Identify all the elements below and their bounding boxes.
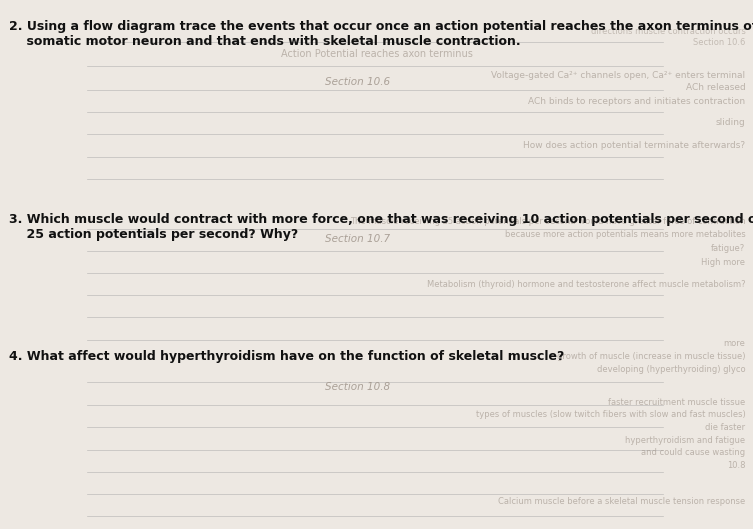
Text: die faster: die faster: [706, 423, 745, 432]
Text: 3. Which muscle would contract with more force, one that was receiving 10 action: 3. Which muscle would contract with more…: [9, 213, 753, 241]
Text: 2. Using a flow diagram trace the events that occur once an action potential rea: 2. Using a flow diagram trace the events…: [9, 20, 753, 48]
Text: Section 10.6: Section 10.6: [693, 38, 745, 47]
Text: ACh released: ACh released: [686, 83, 745, 93]
Text: 4. What affect would hyperthyroidism have on the function of skeletal muscle?: 4. What affect would hyperthyroidism hav…: [9, 350, 565, 363]
Text: sliding: sliding: [715, 118, 745, 127]
Text: types of muscles (slow twitch fibers with slow and fast muscles): types of muscles (slow twitch fibers wit…: [476, 410, 745, 419]
Text: and could cause wasting: and could cause wasting: [642, 448, 745, 458]
Text: faster recruitment muscle tissue: faster recruitment muscle tissue: [608, 397, 745, 407]
Text: High more: High more: [702, 258, 745, 267]
Text: directions muscle contraction occurs: directions muscle contraction occurs: [590, 27, 745, 37]
Text: growth of muscle (increase in muscle tissue): growth of muscle (increase in muscle tis…: [557, 352, 745, 361]
Text: Section 10.8: Section 10.8: [325, 382, 390, 392]
Text: developing (hyperthyroiding) glyco: developing (hyperthyroiding) glyco: [597, 364, 745, 374]
Text: hyperthyroidism and fatigue: hyperthyroidism and fatigue: [625, 435, 745, 445]
Text: because more action potentials means more metabolites: because more action potentials means mor…: [505, 230, 745, 240]
Text: fatigue?: fatigue?: [712, 244, 745, 253]
Text: The muscle receiving 25 action potentials per second would have greater force of: The muscle receiving 25 action potential…: [350, 216, 745, 226]
Text: Section 10.7: Section 10.7: [325, 234, 390, 244]
Text: ACh binds to receptors and initiates contraction: ACh binds to receptors and initiates con…: [529, 96, 745, 106]
Text: more: more: [724, 339, 745, 349]
Text: Metabolism (thyroid) hormone and testosterone affect muscle metabolism?: Metabolism (thyroid) hormone and testost…: [427, 280, 745, 289]
Text: 10.8: 10.8: [727, 461, 745, 470]
Text: Section 10.6: Section 10.6: [325, 77, 390, 87]
Text: How does action potential terminate afterwards?: How does action potential terminate afte…: [523, 141, 745, 150]
Text: Calcium muscle before a skeletal muscle tension response: Calcium muscle before a skeletal muscle …: [498, 497, 745, 506]
Text: Action Potential reaches axon terminus: Action Potential reaches axon terminus: [281, 50, 472, 59]
Text: Voltage-gated Ca²⁺ channels open, Ca²⁺ enters terminal: Voltage-gated Ca²⁺ channels open, Ca²⁺ e…: [492, 71, 745, 80]
